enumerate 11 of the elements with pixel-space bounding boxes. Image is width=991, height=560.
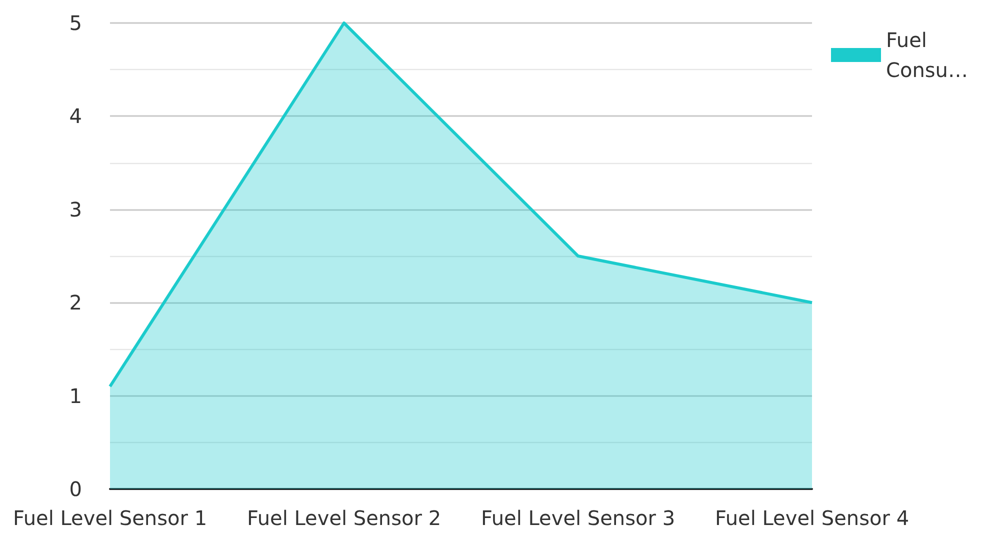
y-tick-label: 1 [69, 384, 82, 408]
y-tick-label: 4 [69, 104, 82, 128]
y-tick-label: 5 [69, 11, 82, 35]
x-tick-label: Fuel Level Sensor 4 [714, 506, 910, 530]
y-tick-label: 3 [69, 197, 82, 222]
x-tick-label: Fuel Level Sensor 3 [480, 506, 676, 530]
x-tick-label: Fuel Level Sensor 1 [12, 506, 208, 530]
legend-label: Fuel Consu… [886, 28, 968, 82]
y-tick-label: 0 [69, 477, 82, 501]
y-tick-label: 2 [69, 290, 82, 315]
x-tick-label: Fuel Level Sensor 2 [246, 506, 442, 530]
